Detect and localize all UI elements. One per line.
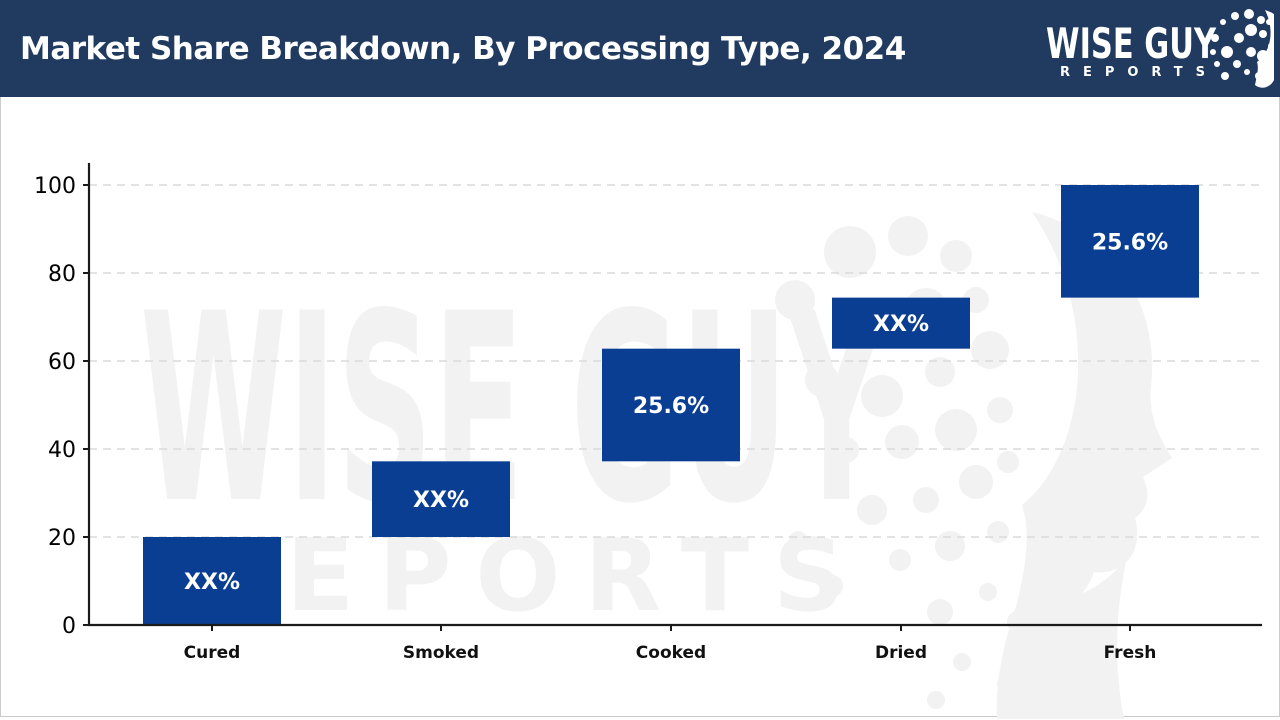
bar-dried	[832, 297, 970, 349]
y-tick-label: 100	[34, 174, 76, 199]
y-tick-label: 40	[48, 438, 76, 463]
wiseguy-logo: WISE GUY REPORTS	[1046, 9, 1274, 88]
watermark-wiseguy-text: WISE GUY	[140, 259, 886, 561]
y-tick-label: 80	[48, 262, 76, 287]
bar-label: XX%	[873, 312, 929, 337]
x-tick-label: Dried	[875, 643, 927, 663]
x-tick-label: Cooked	[636, 643, 706, 663]
y-tick-label: 20	[48, 526, 76, 551]
x-tick-label: Fresh	[1104, 643, 1157, 663]
bar-label: XX%	[413, 488, 469, 513]
bar-cured	[143, 537, 281, 625]
y-tick-label: 0	[62, 614, 76, 639]
bar-label: 25.6%	[1092, 230, 1168, 255]
bar-smoked	[372, 461, 510, 537]
bar-cooked	[602, 348, 740, 462]
watermark-face-dots-icon	[775, 212, 1172, 719]
y-tick-label: 60	[48, 350, 76, 375]
logo-face-dots-icon	[1210, 9, 1274, 88]
logo-wiseguy-text: WISE GUY	[1046, 19, 1216, 68]
bar-label: XX%	[184, 570, 240, 595]
bar-label: 25.6%	[633, 394, 709, 419]
x-tick-label: Smoked	[403, 643, 479, 663]
bar-fresh	[1061, 185, 1199, 298]
x-tick-label: Cured	[184, 643, 241, 663]
page-title: Market Share Breakdown, By Processing Ty…	[20, 30, 906, 67]
header: Market Share Breakdown, By Processing Ty…	[0, 0, 1280, 97]
